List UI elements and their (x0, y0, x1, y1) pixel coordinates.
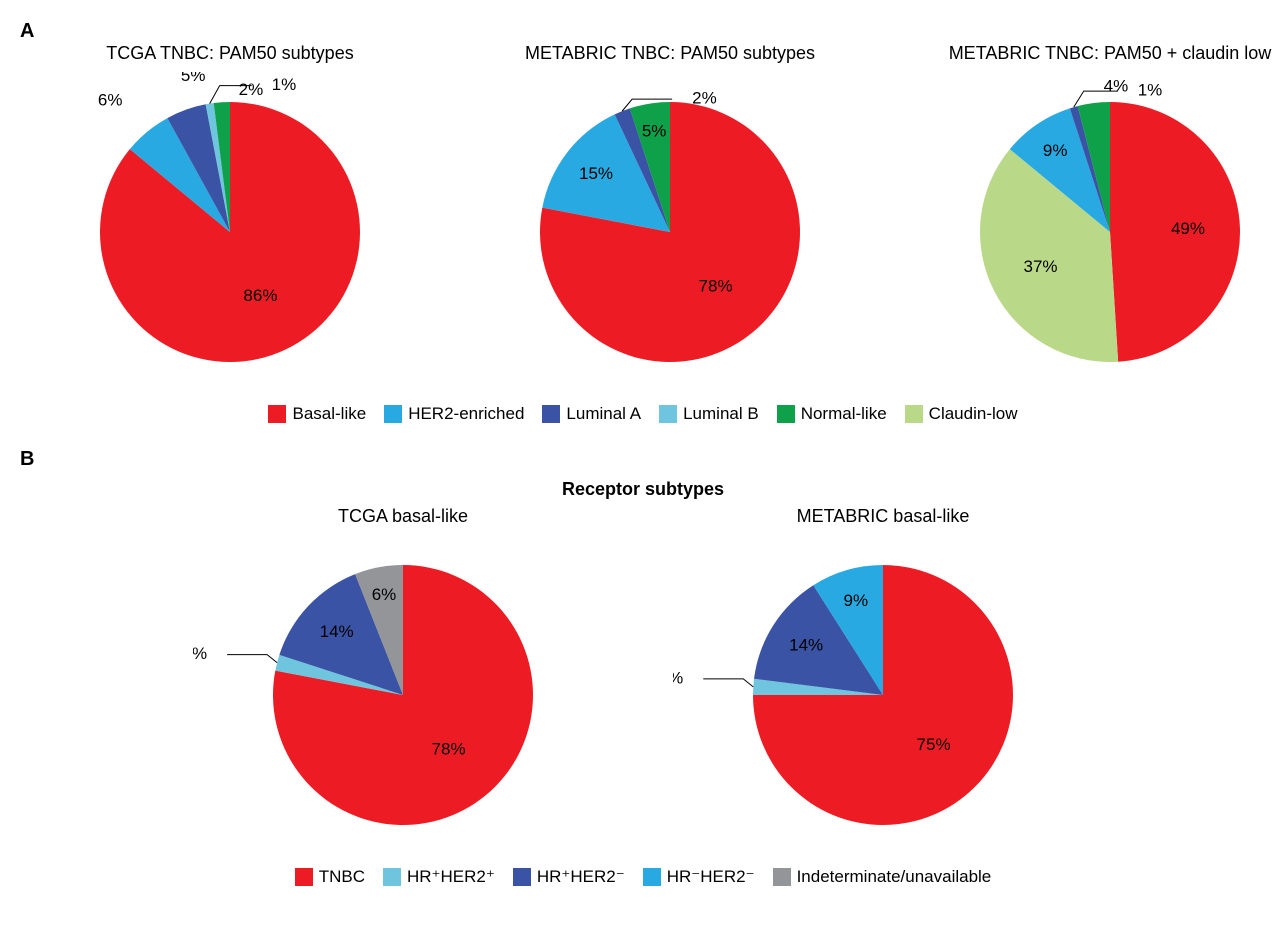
legend-swatch (513, 868, 531, 886)
legend-item: HR⁺HER2⁺ (383, 867, 495, 887)
legend-label: TNBC (319, 867, 365, 887)
legend-label: Basal-like (292, 404, 366, 424)
legend-label: HR⁺HER2⁻ (537, 867, 625, 887)
slice-label-luminal_b: 1% (272, 75, 297, 94)
legend-label: Claudin-low (929, 404, 1018, 424)
legend-label: Normal-like (801, 404, 887, 424)
slice-label-tnbc: 78% (432, 740, 466, 759)
slice-label-luminal_a: 5% (181, 72, 206, 85)
panel-a-label: A (20, 20, 34, 43)
legend-label: HR⁺HER2⁺ (407, 867, 495, 887)
legend-b: TNBC HR⁺HER2⁺ HR⁺HER2⁻ HR⁻HER2⁻ Indeterminat… (20, 867, 1266, 887)
slice-label-normal_like: 5% (642, 121, 667, 140)
chart-title-a1: TCGA TNBC: PAM50 subtypes (106, 43, 353, 64)
chart-block-a2: METABRIC TNBC: PAM50 subtypes 78% 15% 2% 5% (460, 43, 880, 392)
chart-block-a3: METABRIC TNBC: PAM50 + claudin low 49% 37… (900, 43, 1286, 392)
chart-block-b1: TCGA basal-like 78% 2% 14% 6% (193, 506, 613, 855)
slice-label-hr_pos_her2_neg: 14% (320, 622, 354, 641)
slice-label-normal_like: 4% (1104, 77, 1129, 96)
pie-chart-a3: 49% 37% 9% 1% 4% (900, 72, 1286, 392)
slice-label-basal_like: 86% (243, 286, 277, 305)
chart-block-b2: METABRIC basal-like 75% 2% 14% 9% (673, 506, 1093, 855)
chart-title-b2: METABRIC basal-like (797, 506, 970, 527)
slice-label-indeterminate: 6% (372, 585, 397, 604)
chart-block-a1: TCGA TNBC: PAM50 subtypes 86% 6% 5% 1% 2% (20, 43, 440, 392)
slice-label-claudin_low: 37% (1023, 257, 1057, 276)
leader-line (227, 655, 277, 663)
legend-swatch (295, 868, 313, 886)
slice-label-basal_like: 78% (699, 277, 733, 296)
legend-item: HR⁻HER2⁻ (643, 867, 755, 887)
panel-b-row: TCGA basal-like 78% 2% 14% 6% METABRIC basa… (20, 506, 1266, 855)
slice-label-hr_neg_her2_neg: 9% (844, 591, 869, 610)
panel-b-label: B (20, 448, 34, 471)
legend-item: Indeterminate/unavailable (773, 867, 992, 887)
slice-label-her2_enriched: 6% (98, 91, 123, 110)
legend-swatch (905, 405, 923, 423)
legend-label: HER2-enriched (408, 404, 524, 424)
legend-swatch (383, 868, 401, 886)
legend-swatch (777, 405, 795, 423)
chart-title-b1: TCGA basal-like (338, 506, 468, 527)
legend-swatch (384, 405, 402, 423)
panel-a-row: TCGA TNBC: PAM50 subtypes 86% 6% 5% 1% 2% ME… (20, 43, 1266, 392)
pie-chart-a1: 86% 6% 5% 1% 2% (20, 72, 440, 392)
chart-title-a2: METABRIC TNBC: PAM50 subtypes (525, 43, 815, 64)
chart-title-a3: METABRIC TNBC: PAM50 + claudin low (949, 43, 1272, 64)
slice-label-luminal_a: 2% (692, 89, 717, 108)
legend-item: HR⁺HER2⁻ (513, 867, 625, 887)
slice-label-hr_pos_her2_pos: 2% (673, 668, 683, 687)
legend-label: Indeterminate/unavailable (797, 867, 992, 887)
slice-label-her2_enriched: 15% (579, 164, 613, 183)
leader-line (703, 679, 753, 687)
legend-item: Luminal B (659, 404, 759, 424)
legend-item: TNBC (295, 867, 365, 887)
legend-swatch (542, 405, 560, 423)
slice-label-hr_pos_her2_pos: 2% (193, 644, 207, 663)
legend-swatch (659, 405, 677, 423)
legend-item: Normal-like (777, 404, 887, 424)
slice-label-tnbc: 75% (917, 735, 951, 754)
legend-swatch (268, 405, 286, 423)
legend-label: Luminal A (566, 404, 641, 424)
legend-label: HR⁻HER2⁻ (667, 867, 755, 887)
slice-label-her2_enriched: 9% (1043, 141, 1068, 160)
panel-b-section-title: Receptor subtypes (20, 479, 1266, 500)
legend-item: Basal-like (268, 404, 366, 424)
legend-swatch (643, 868, 661, 886)
pie-chart-b1: 78% 2% 14% 6% (193, 535, 613, 855)
pie-chart-a2: 78% 15% 2% 5% (460, 72, 880, 392)
slice-label-luminal_a: 1% (1138, 81, 1163, 100)
pie-chart-b2: 75% 2% 14% 9% (673, 535, 1093, 855)
legend-a: Basal-like HER2-enriched Luminal A Luminal … (20, 404, 1266, 424)
legend-label: Luminal B (683, 404, 759, 424)
legend-item: Luminal A (542, 404, 641, 424)
legend-item: HER2-enriched (384, 404, 524, 424)
legend-swatch (773, 868, 791, 886)
legend-item: Claudin-low (905, 404, 1018, 424)
slice-label-normal_like: 2% (239, 80, 264, 99)
slice-label-hr_pos_her2_neg: 14% (789, 636, 823, 655)
slice-label-basal_like: 49% (1171, 219, 1205, 238)
